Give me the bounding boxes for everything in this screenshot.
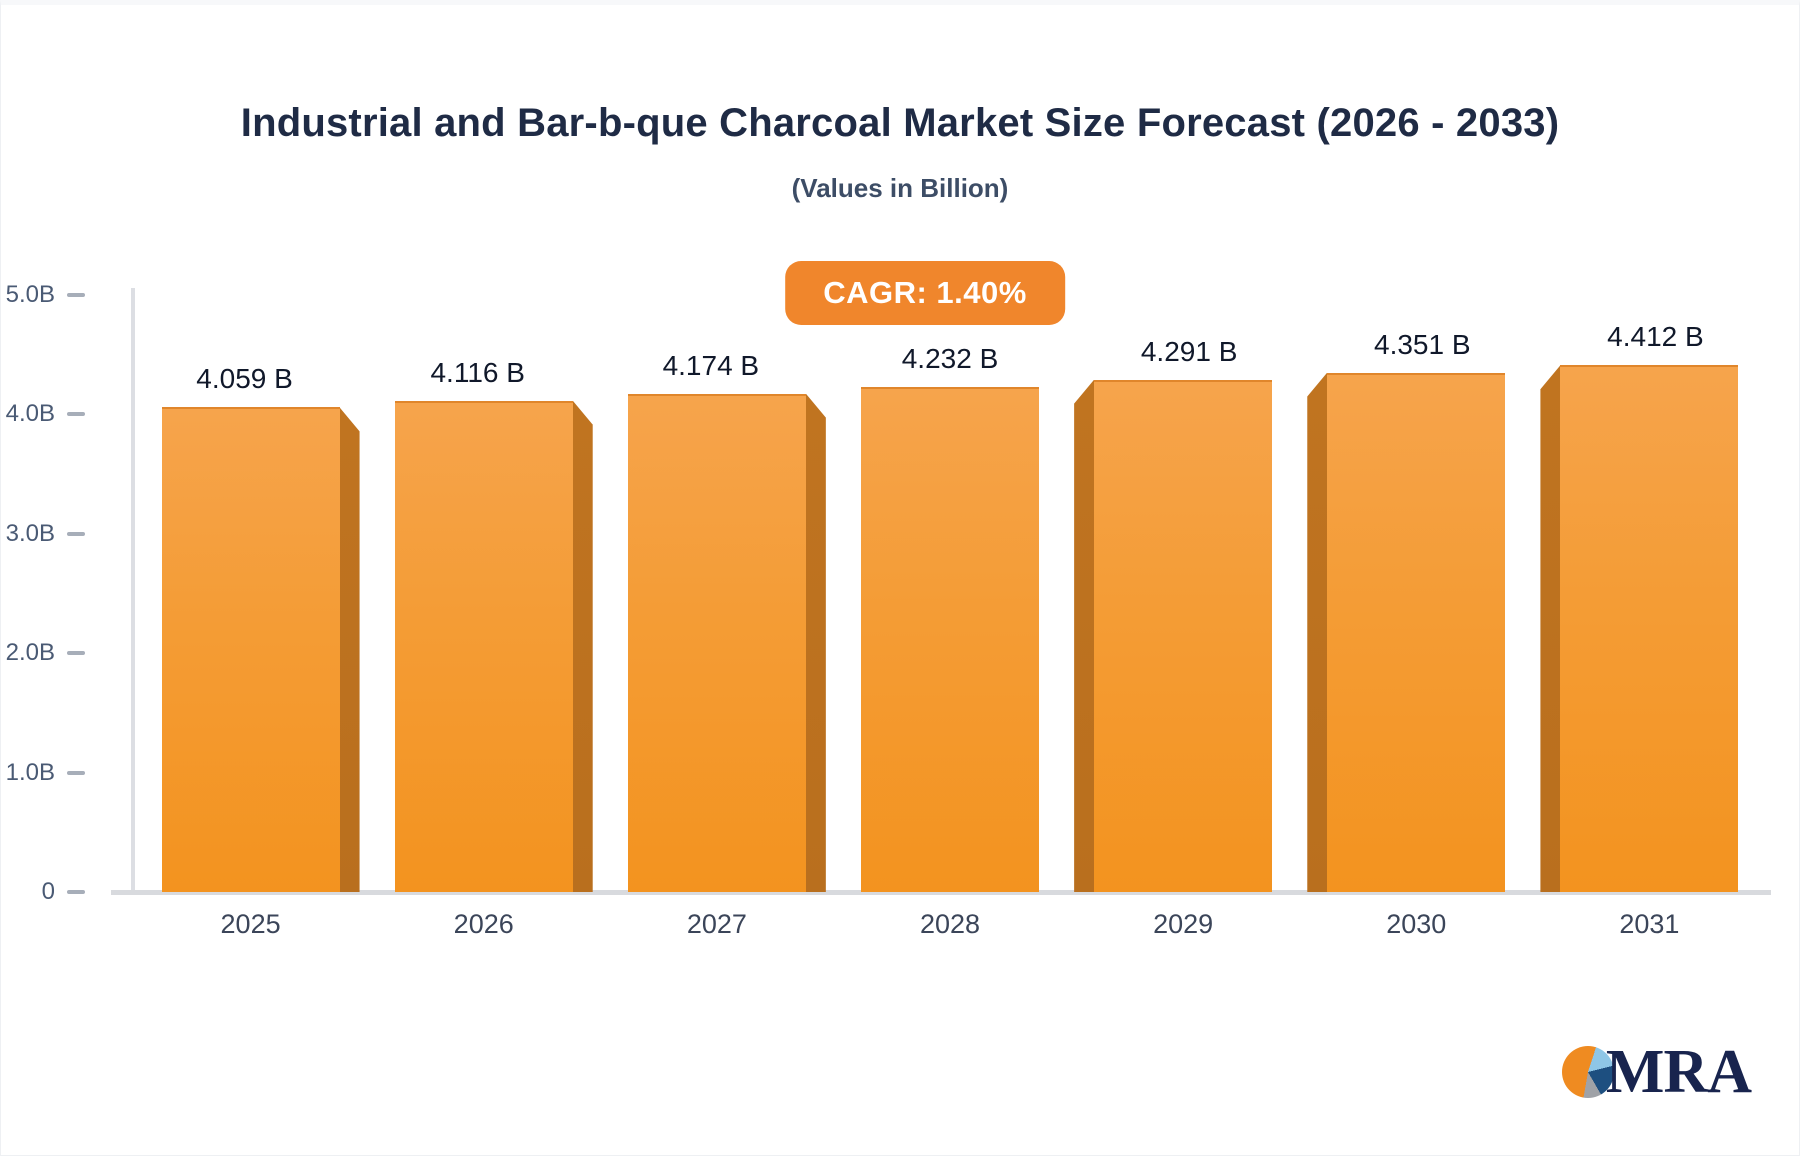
brand-logo: MRA	[1561, 1038, 1752, 1106]
cagr-badge: CAGR: 1.40%	[785, 261, 1065, 325]
y-tick-label: 3.0B	[5, 519, 55, 547]
y-tick-label: 2.0B	[5, 639, 55, 667]
bar-group-2027: 4.174 B	[600, 295, 833, 892]
y-tick-dash	[67, 770, 85, 775]
y-tick-dash	[67, 531, 85, 536]
bar-2031[interactable]	[1540, 365, 1739, 892]
x-tick-label-2030: 2030	[1386, 909, 1447, 939]
plot-area: 4.059 B 4.116 B 4.174 B 4.232 B 4.291 B 4.351…	[134, 295, 1766, 892]
bar-value-label: 4.116 B	[430, 356, 525, 388]
brand-logo-text: MRA	[1605, 1038, 1752, 1106]
y-tick-label: 1.0B	[5, 758, 55, 786]
bar-side-face	[805, 393, 826, 892]
y-tick-dash	[67, 412, 85, 417]
bar-side-face	[339, 407, 360, 892]
chart-title: Industrial and Bar-b-que Charcoal Market…	[240, 101, 1560, 145]
x-tick-label-2026: 2026	[453, 909, 514, 939]
bar-2029[interactable]	[1074, 379, 1273, 892]
bar-group-2025: 4.059 B	[134, 295, 367, 892]
x-tick-label-2029: 2029	[1153, 909, 1214, 939]
y-tick-dash	[67, 890, 85, 894]
y-tick-dash	[67, 651, 85, 656]
y-axis-line	[131, 288, 135, 894]
x-tick-label-2031: 2031	[1619, 909, 1680, 939]
x-axis-labels: 2025 2026 2027 2028 2029 2030 2031	[134, 909, 1766, 940]
bar-side-face	[572, 400, 593, 892]
y-tick-label: 0	[41, 878, 55, 905]
bar-value-label: 4.174 B	[662, 349, 760, 381]
bar-value-label: 4.412 B	[1607, 321, 1704, 353]
bar-value-label: 4.351 B	[1374, 328, 1471, 360]
bar-group-2029: 4.291 B	[1067, 295, 1300, 892]
x-tick-label-2025: 2025	[220, 909, 281, 939]
bar-group-2026: 4.116 B	[367, 295, 600, 892]
bar-value-label: 4.291 B	[1140, 335, 1238, 367]
bar-group-2028: 4.232 B	[833, 295, 1066, 892]
y-tick-label: 4.0B	[5, 400, 55, 428]
pie-chart-icon	[1561, 1046, 1614, 1098]
bar-2027[interactable]	[627, 393, 826, 892]
bar-2026[interactable]	[394, 400, 593, 892]
bar-2030[interactable]	[1307, 372, 1506, 892]
bar-2028[interactable]	[860, 386, 1039, 892]
y-tick-dash	[67, 293, 85, 297]
bar-group-2031: 4.412 B	[1533, 295, 1766, 892]
y-tick-label: 5.0B	[5, 281, 55, 308]
bar-side-face	[1540, 365, 1561, 892]
x-tick-label-2028: 2028	[919, 909, 981, 939]
chart-subtitle: (Values in Billion)	[791, 173, 1009, 203]
bar-value-label: 4.232 B	[901, 342, 999, 374]
bar-side-face	[1307, 372, 1328, 892]
bar-side-face	[1074, 379, 1095, 892]
x-axis-baseline	[111, 890, 1771, 895]
bar-2025[interactable]	[161, 407, 360, 892]
bar-value-label: 4.059 B	[196, 363, 293, 395]
x-tick-label-2027: 2027	[686, 909, 747, 939]
bar-group-2030: 4.351 B	[1300, 295, 1533, 892]
